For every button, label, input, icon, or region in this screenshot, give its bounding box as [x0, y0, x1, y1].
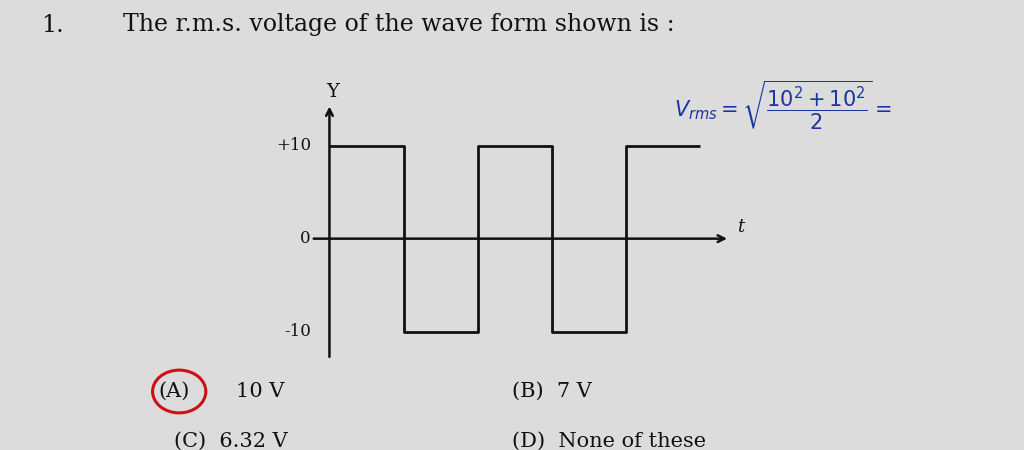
Text: t: t	[737, 218, 744, 236]
Text: (A): (A)	[159, 382, 189, 401]
Text: 0: 0	[300, 230, 311, 247]
Text: (C)  6.32 V: (C) 6.32 V	[174, 432, 288, 450]
Text: (B)  7 V: (B) 7 V	[512, 382, 592, 401]
Text: The r.m.s. voltage of the wave form shown is :: The r.m.s. voltage of the wave form show…	[123, 14, 675, 36]
Text: +10: +10	[275, 137, 311, 154]
Text: Y: Y	[327, 83, 340, 101]
Text: (D)  None of these: (D) None of these	[512, 432, 707, 450]
Text: -10: -10	[284, 323, 311, 340]
Text: $V_{rms} = \sqrt{\dfrac{10^2+10^2}{2}}=$: $V_{rms} = \sqrt{\dfrac{10^2+10^2}{2}}=$	[674, 78, 892, 132]
Text: 10 V: 10 V	[236, 382, 284, 401]
Text: 1.: 1.	[41, 14, 63, 36]
